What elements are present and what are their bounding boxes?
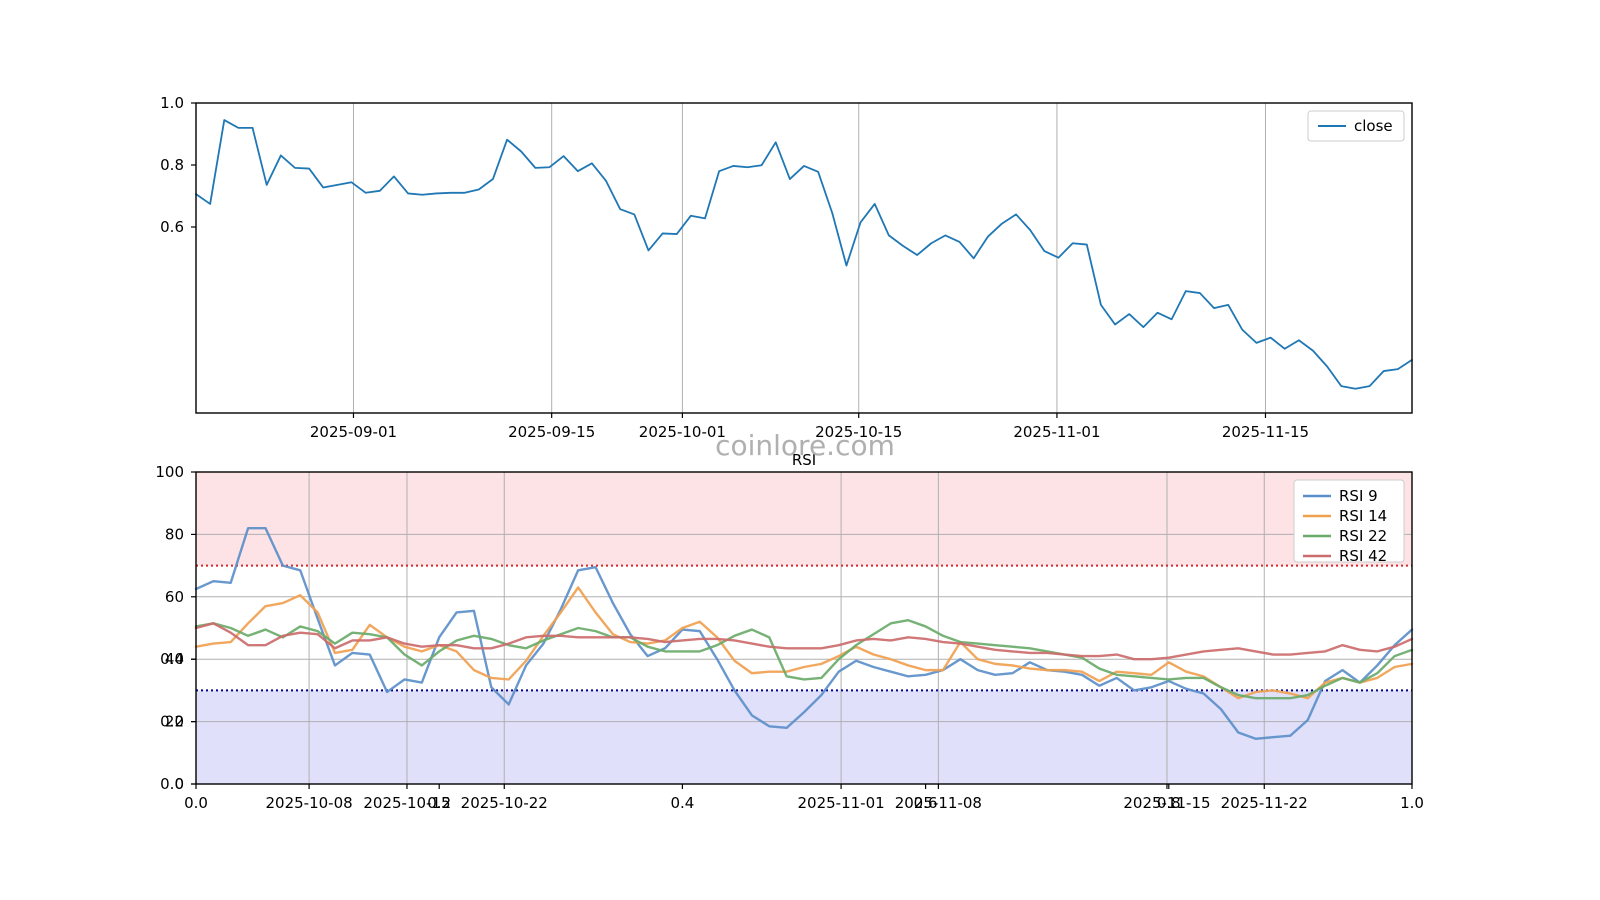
price-y-overlay-label: 0.6 <box>160 218 184 236</box>
rsi-legend-label-rsi-22: RSI 22 <box>1339 527 1387 545</box>
rsi-y-tick-label: 40 <box>165 650 184 668</box>
rsi-x-tick-label: 2025-11-22 <box>1221 794 1308 812</box>
rsi-y-tick-label: 0 <box>174 775 184 793</box>
price-x-tick-label: 2025-09-01 <box>310 423 397 441</box>
rsi-x-overlay-label: 0.8 <box>1157 794 1181 812</box>
rsi-panel-title: RSI <box>792 451 816 469</box>
rsi-y-tick-label: 60 <box>165 588 184 606</box>
rsi-y-tick-label: 80 <box>165 525 184 543</box>
rsi-x-overlay-label: 0.0 <box>184 794 208 812</box>
price-x-tick-label: 2025-10-01 <box>639 423 726 441</box>
rsi-axes-frame <box>195 471 1413 785</box>
rsi-legend-box[interactable] <box>1293 479 1405 563</box>
rsi-series-rsi-9 <box>194 526 1414 740</box>
rsi-panel: 0 20 40 60 80 100 0.0 0.2 0.4 2025-10-08 2025-10-1… <box>155 451 1424 812</box>
rsi-y-overlay-label: 0.4 <box>160 650 184 668</box>
rsi-y-tick-label: 100 <box>155 463 184 481</box>
price-y-overlay-label: 1.0 <box>160 94 184 112</box>
rsi-y-overlay-label: 0.0 <box>160 775 184 793</box>
rsi-y-tick-label: 20 <box>165 713 184 731</box>
rsi-series-rsi-42 <box>194 622 1414 661</box>
rsi-x-tick-label: 2025-11-01 <box>797 794 884 812</box>
rsi-x-overlay-label: 0.6 <box>914 794 938 812</box>
rsi-x-tick-label: 2025-10-15 <box>363 794 450 812</box>
rsi-x-tick-label: 2025-10-22 <box>461 794 548 812</box>
price-x-tick-label: 2025-11-01 <box>1013 423 1100 441</box>
rsi-x-tick-label: 2025-11-15 <box>1123 794 1210 812</box>
rsi-y-overlay-label: 0.2 <box>160 713 184 731</box>
price-legend-label-close: close <box>1354 117 1393 135</box>
rsi-legend-label-rsi-42: RSI 42 <box>1339 547 1387 565</box>
watermark-text: coinlore.com <box>715 429 895 462</box>
price-panel: 0.000300.000350.000400.000450.60.81.0202… <box>160 94 1413 441</box>
price-x-tick-label: 2025-09-15 <box>508 423 595 441</box>
rsi-series-rsi-14 <box>194 586 1414 700</box>
rsi-x-tick-label: 2025-10-08 <box>265 794 352 812</box>
rsi-oversold-band <box>196 690 1412 784</box>
price-y-overlay-label: 0.8 <box>160 156 184 174</box>
rsi-legend-label-rsi-9: RSI 9 <box>1339 487 1378 505</box>
rsi-series-rsi-22 <box>194 619 1414 700</box>
price-x-tick-label: 2025-10-15 <box>815 423 902 441</box>
price-axes-frame <box>195 102 1413 414</box>
rsi-x-tick-label: 2025-11-08 <box>895 794 982 812</box>
price-legend-box[interactable] <box>1307 110 1405 142</box>
rsi-x-overlay-label: 1.0 <box>1400 794 1424 812</box>
price-series-close <box>195 119 1413 390</box>
rsi-overbought-band <box>196 472 1412 566</box>
rsi-x-overlay-label: 0.2 <box>427 794 451 812</box>
rsi-x-overlay-label: 0.4 <box>670 794 694 812</box>
rsi-legend-label-rsi-14: RSI 14 <box>1339 507 1387 525</box>
price-x-tick-label: 2025-11-15 <box>1222 423 1309 441</box>
